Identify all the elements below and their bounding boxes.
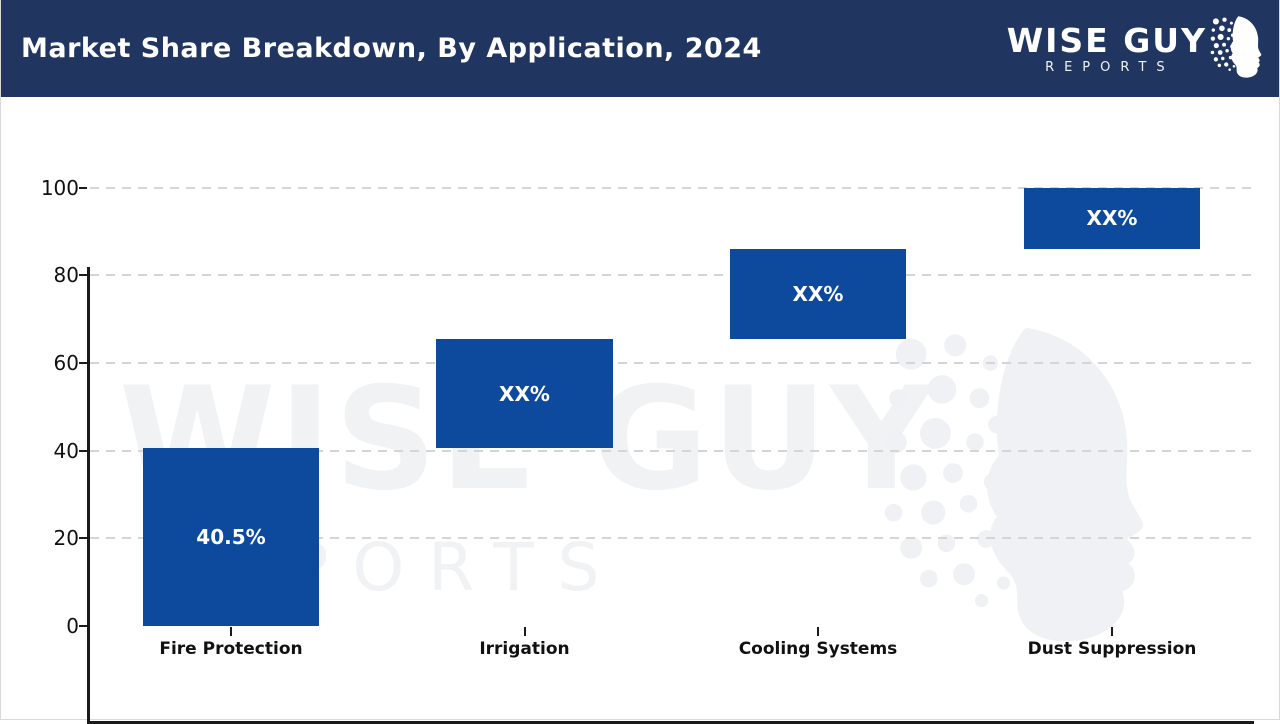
gridline-60 xyxy=(90,361,1254,364)
y-tick-mark xyxy=(79,537,87,540)
x-category-label: Cooling Systems xyxy=(738,639,898,659)
y-tick-label: 80 xyxy=(53,263,79,288)
bar-segment-fire-protection: 40.5% xyxy=(142,448,320,626)
y-axis-line xyxy=(87,267,90,724)
gridline-40 xyxy=(90,449,1254,452)
gridline-20 xyxy=(90,537,1254,540)
wise-guy-head-icon xyxy=(1210,15,1262,78)
x-tick-mark xyxy=(817,627,819,636)
gridline-80 xyxy=(90,274,1254,277)
y-tick-mark xyxy=(79,361,87,364)
y-tick-label: 100 xyxy=(40,175,79,200)
y-tick-mark xyxy=(79,449,87,452)
y-tick-mark xyxy=(79,625,87,627)
y-tick-mark xyxy=(79,186,87,189)
bar-segment-irrigation: XX% xyxy=(436,338,613,449)
bar-value-label: XX% xyxy=(792,281,844,306)
y-tick-mark xyxy=(79,274,87,277)
y-tick-label: 60 xyxy=(53,350,79,375)
bar-segment-dust-suppression: XX% xyxy=(1023,187,1201,249)
bar-segment-cooling-systems: XX% xyxy=(729,248,907,339)
x-category-label: Fire Protection xyxy=(159,639,303,659)
chart-area: WISE GUY REPORTS 0 20 40 60 80 100 40.5% Fire P… xyxy=(1,97,1279,724)
x-category-label: Dust Suppression xyxy=(1027,639,1197,659)
header: Market Share Breakdown, By Application, … xyxy=(1,0,1279,97)
bar-value-label: 40.5% xyxy=(196,525,266,550)
logo-wordmark: WISE GUY xyxy=(1006,20,1207,60)
page-title: Market Share Breakdown, By Application, … xyxy=(21,33,762,64)
y-tick-label: 20 xyxy=(53,526,79,551)
bar-value-label: XX% xyxy=(1086,206,1138,231)
bar-value-label: XX% xyxy=(499,381,550,406)
x-tick-mark xyxy=(230,627,232,636)
x-tick-mark xyxy=(1111,627,1113,636)
x-tick-mark xyxy=(523,627,526,636)
brand-logo-text: WISE GUY REPORTS xyxy=(1007,24,1207,74)
x-category-label: Irrigation xyxy=(479,639,570,659)
watermark-head-graphic xyxy=(884,327,1144,642)
brand-logo: WISE GUY REPORTS xyxy=(1007,14,1265,84)
y-tick-label: 40 xyxy=(53,438,79,463)
logo-reports-label: REPORTS xyxy=(1045,59,1175,75)
y-tick-label: 0 xyxy=(66,614,79,638)
gridline-100 xyxy=(90,186,1254,189)
